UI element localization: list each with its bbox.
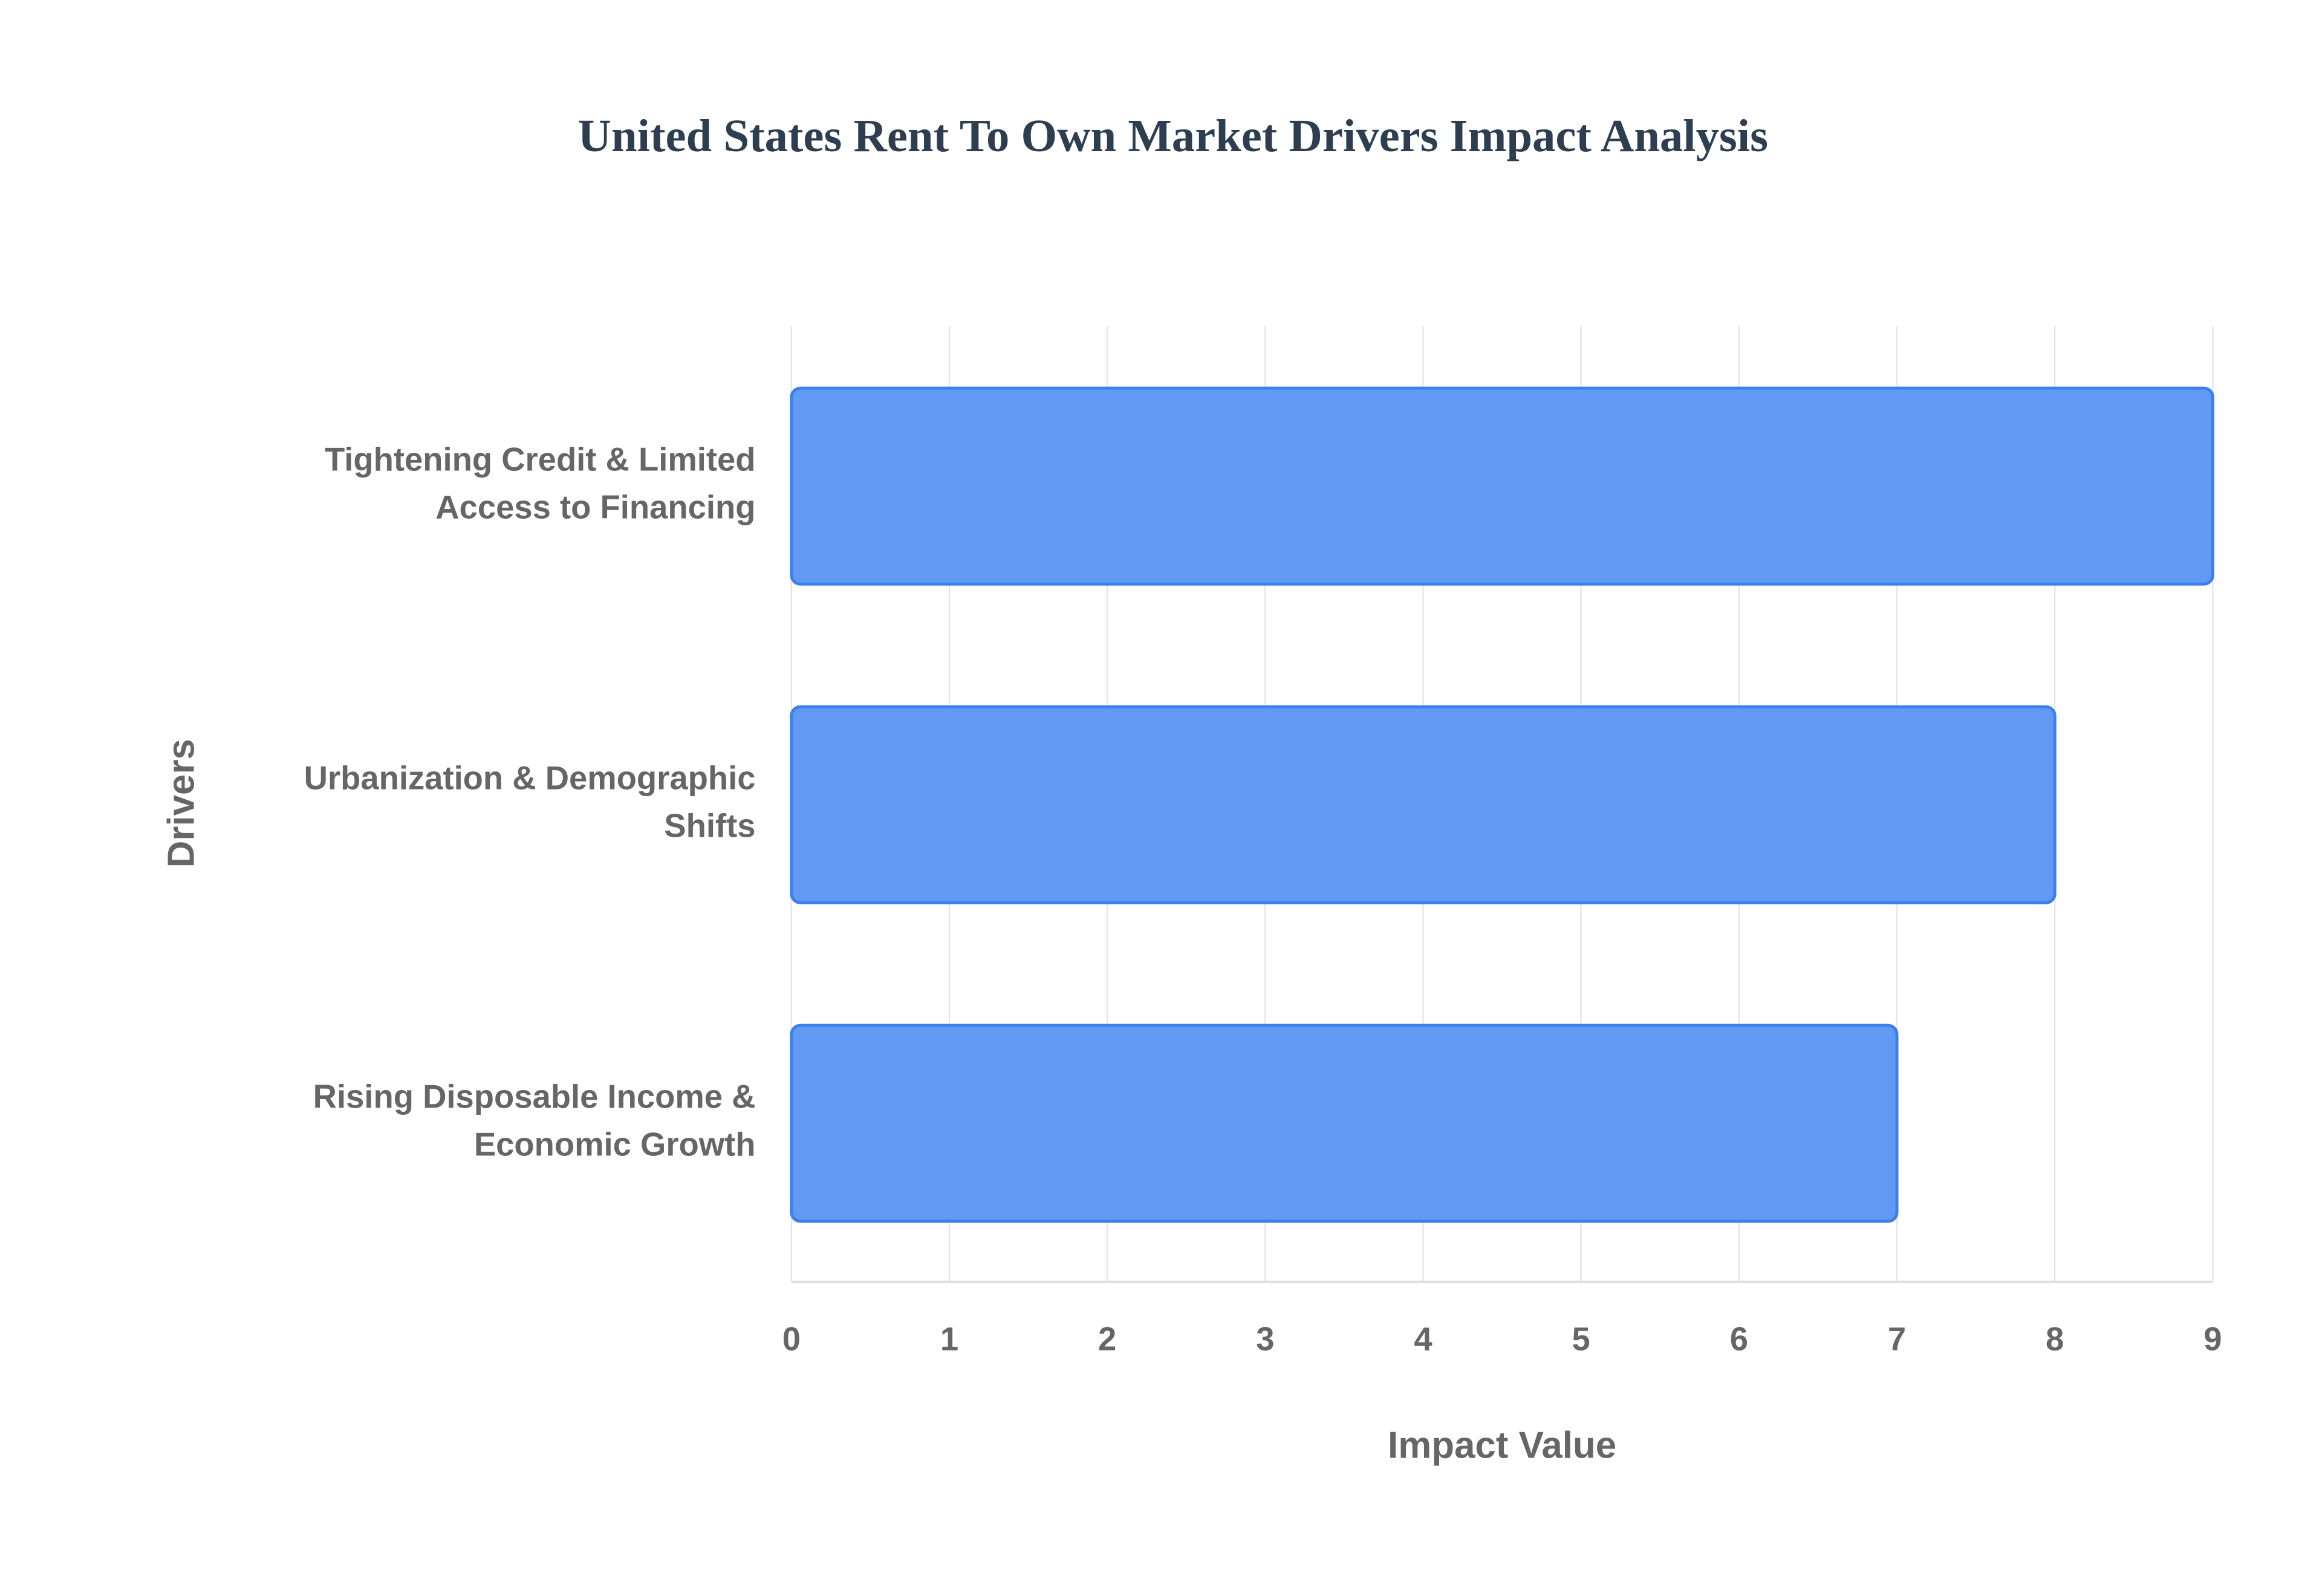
y-tick-label: Tightening Credit & Limited Access to Fin… — [325, 441, 756, 526]
x-tick-label: 7 — [1888, 1321, 1906, 1358]
y-axis-title: Drivers — [161, 739, 203, 868]
x-axis-title: Impact Value — [1388, 1424, 1616, 1466]
bar — [790, 705, 2057, 904]
x-tick-label: 1 — [940, 1321, 958, 1358]
x-tick-label: 5 — [1572, 1321, 1590, 1358]
y-tick-label: Urbanization & Demographic Shifts — [304, 760, 756, 845]
bar — [790, 1023, 1899, 1223]
x-tick-label: 4 — [1414, 1321, 1432, 1358]
x-tick-label: 2 — [1098, 1321, 1116, 1358]
x-tick-label: 9 — [2203, 1321, 2222, 1358]
chart-title: United States Rent To Own Market Drivers… — [578, 110, 1768, 161]
x-tick-label: 6 — [1730, 1321, 1748, 1358]
x-tick-label: 8 — [2046, 1321, 2064, 1358]
bar — [790, 386, 2214, 586]
y-tick-label: Rising Disposable Income & Economic Growt… — [313, 1079, 756, 1163]
x-tick-label: 0 — [782, 1321, 801, 1358]
x-tick-label: 3 — [1256, 1321, 1274, 1358]
